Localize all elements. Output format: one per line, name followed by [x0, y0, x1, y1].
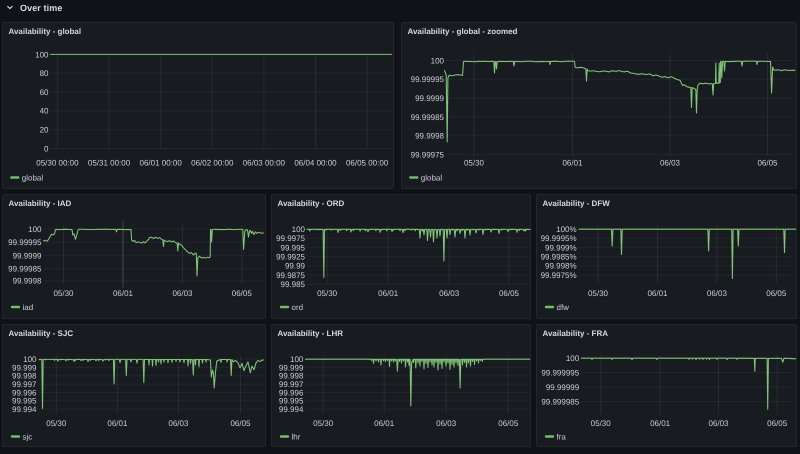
svg-text:06/05 00:00: 06/05 00:00	[346, 158, 389, 167]
svg-text:100: 100	[290, 355, 304, 364]
svg-text:06/05: 06/05	[230, 419, 251, 428]
svg-text:99.996: 99.996	[12, 388, 37, 397]
svg-text:99.997: 99.997	[12, 380, 37, 389]
svg-text:06/01: 06/01	[107, 419, 128, 428]
svg-text:99.99985: 99.99985	[8, 265, 42, 274]
svg-text:Availability - SJC: Availability - SJC	[9, 329, 74, 338]
svg-text:06/03 00:00: 06/03 00:00	[243, 158, 286, 167]
svg-text:06/03: 06/03	[707, 289, 728, 298]
svg-text:Availability - ORD: Availability - ORD	[278, 199, 345, 208]
svg-text:05/30 00:00: 05/30 00:00	[36, 158, 79, 167]
svg-text:20: 20	[40, 126, 49, 135]
svg-text:05/30: 05/30	[313, 419, 334, 428]
svg-text:Availability - DFW: Availability - DFW	[543, 199, 611, 208]
svg-text:99.998: 99.998	[12, 372, 37, 381]
svg-text:99.9998: 99.9998	[13, 277, 42, 286]
svg-text:global: global	[421, 173, 443, 182]
svg-text:06/03: 06/03	[172, 289, 193, 298]
svg-text:99.9998: 99.9998	[415, 132, 444, 141]
svg-text:06/03: 06/03	[436, 419, 457, 428]
svg-text:40: 40	[40, 107, 49, 116]
svg-text:99.9985%: 99.9985%	[541, 253, 577, 262]
svg-text:99.985: 99.985	[281, 280, 306, 289]
svg-text:06/01: 06/01	[562, 158, 583, 167]
svg-text:99.999995: 99.999995	[541, 368, 579, 377]
svg-text:06/03: 06/03	[660, 158, 681, 167]
svg-text:99.99985: 99.99985	[411, 113, 445, 122]
svg-text:99.9995%: 99.9995%	[541, 234, 577, 243]
svg-text:fra: fra	[557, 432, 567, 441]
svg-text:99.9975%: 99.9975%	[541, 271, 577, 280]
svg-text:05/30: 05/30	[53, 289, 74, 298]
svg-text:05/30: 05/30	[46, 419, 67, 428]
svg-text:Availability - IAD: Availability - IAD	[9, 199, 72, 208]
svg-text:99.99995: 99.99995	[411, 75, 445, 84]
svg-text:sjc: sjc	[23, 432, 33, 441]
svg-text:06/01: 06/01	[113, 289, 134, 298]
svg-text:06/01: 06/01	[374, 419, 395, 428]
svg-text:06/03: 06/03	[708, 419, 729, 428]
svg-text:06/03: 06/03	[439, 289, 460, 298]
svg-text:iad: iad	[23, 303, 34, 312]
svg-text:100: 100	[292, 225, 306, 234]
svg-text:Availability - FRA: Availability - FRA	[543, 329, 609, 338]
svg-text:06/02 00:00: 06/02 00:00	[191, 158, 234, 167]
svg-text:99.995: 99.995	[281, 243, 306, 252]
svg-text:80: 80	[40, 69, 49, 78]
svg-text:99.995: 99.995	[279, 397, 304, 406]
svg-text:06/05: 06/05	[498, 419, 519, 428]
svg-text:99.999: 99.999	[12, 363, 37, 372]
svg-text:05/30: 05/30	[317, 289, 338, 298]
svg-text:99.99: 99.99	[285, 262, 306, 271]
svg-text:06/05: 06/05	[232, 289, 253, 298]
svg-text:100: 100	[431, 56, 445, 65]
svg-text:05/30: 05/30	[588, 289, 609, 298]
svg-text:06/01: 06/01	[378, 289, 399, 298]
svg-text:99.996: 99.996	[279, 388, 304, 397]
svg-text:05/30: 05/30	[591, 419, 612, 428]
svg-text:06/01: 06/01	[647, 289, 668, 298]
svg-text:99.9999: 99.9999	[415, 94, 444, 103]
svg-text:05/30: 05/30	[464, 158, 485, 167]
svg-text:lhr: lhr	[292, 432, 301, 441]
svg-text:99.999%: 99.999%	[545, 243, 577, 252]
svg-text:Availability - global: Availability - global	[9, 27, 82, 36]
svg-text:06/05: 06/05	[766, 289, 787, 298]
svg-text:99.998%: 99.998%	[545, 262, 577, 271]
svg-text:99.998: 99.998	[279, 372, 304, 381]
svg-text:99.999985: 99.999985	[541, 398, 579, 407]
svg-text:dfw: dfw	[557, 303, 570, 312]
svg-text:06/04 00:00: 06/04 00:00	[294, 158, 337, 167]
svg-text:06/03: 06/03	[168, 419, 189, 428]
svg-text:06/05: 06/05	[767, 419, 788, 428]
svg-text:06/05: 06/05	[757, 158, 778, 167]
svg-text:99.994: 99.994	[12, 405, 37, 414]
svg-text:06/05: 06/05	[499, 289, 520, 298]
svg-text:99.999: 99.999	[279, 363, 304, 372]
svg-text:99.99995: 99.99995	[8, 238, 42, 247]
svg-text:06/01: 06/01	[650, 419, 671, 428]
svg-text:06/01 00:00: 06/01 00:00	[140, 158, 183, 167]
svg-text:100%: 100%	[556, 225, 576, 234]
svg-text:60: 60	[40, 88, 49, 97]
svg-text:99.9875: 99.9875	[276, 271, 305, 280]
svg-text:05/31 00:00: 05/31 00:00	[88, 158, 131, 167]
svg-text:99.9925: 99.9925	[276, 253, 305, 262]
svg-text:100: 100	[23, 355, 37, 364]
svg-text:global: global	[22, 173, 44, 182]
svg-text:100: 100	[35, 50, 49, 59]
svg-text:100: 100	[28, 225, 42, 234]
svg-text:0: 0	[44, 144, 49, 153]
svg-text:99.9999: 99.9999	[13, 251, 42, 260]
svg-text:99.994: 99.994	[279, 405, 304, 414]
svg-text:Availability - global - zoomed: Availability - global - zoomed	[408, 27, 518, 36]
svg-text:99.99999: 99.99999	[546, 383, 580, 392]
svg-text:99.99975: 99.99975	[411, 150, 445, 159]
svg-text:ord: ord	[292, 303, 304, 312]
svg-text:99.9975: 99.9975	[276, 234, 305, 243]
svg-text:99.995: 99.995	[12, 397, 37, 406]
svg-text:Availability - LHR: Availability - LHR	[278, 329, 344, 338]
svg-text:99.997: 99.997	[279, 380, 304, 389]
svg-text:100: 100	[566, 354, 580, 363]
